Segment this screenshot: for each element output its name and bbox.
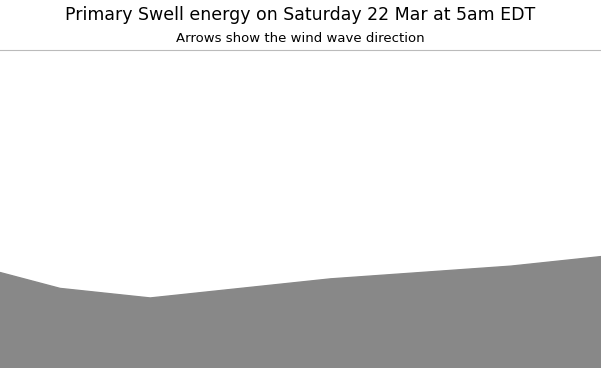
Text: Primary Swell energy on Saturday 22 Mar at 5am EDT: Primary Swell energy on Saturday 22 Mar … (66, 6, 535, 24)
Text: Arrows show the wind wave direction: Arrows show the wind wave direction (176, 32, 425, 45)
Polygon shape (0, 256, 601, 368)
